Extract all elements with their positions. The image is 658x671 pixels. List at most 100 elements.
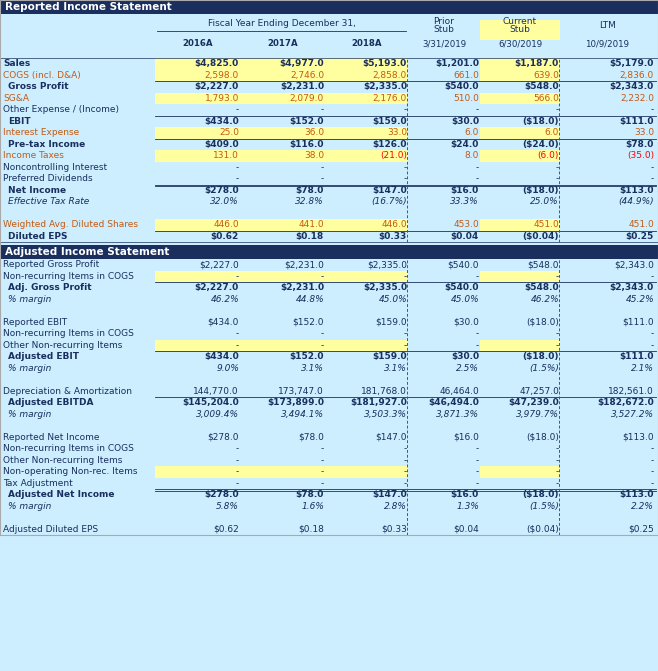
Text: 566.0: 566.0: [533, 94, 559, 103]
Text: 510.0: 510.0: [453, 94, 479, 103]
Bar: [0, 386, 658, 397]
Text: 131.0: 131.0: [213, 151, 239, 160]
Text: Noncontrolling Interest: Noncontrolling Interest: [3, 163, 107, 172]
Text: SG&A: SG&A: [3, 94, 29, 103]
Text: 46.2%: 46.2%: [530, 295, 559, 304]
Text: $2,343.0: $2,343.0: [610, 83, 654, 91]
Text: $159.0: $159.0: [372, 352, 407, 361]
Text: COGS (incl. D&A): COGS (incl. D&A): [3, 70, 81, 80]
Text: $111.0: $111.0: [622, 318, 654, 327]
Text: $126.0: $126.0: [372, 140, 407, 149]
Text: $409.0: $409.0: [205, 140, 239, 149]
Text: 2,836.0: 2,836.0: [620, 70, 654, 80]
Text: % margin: % margin: [8, 364, 51, 373]
Text: 453.0: 453.0: [453, 220, 479, 229]
Text: -: -: [236, 272, 239, 280]
Bar: [0, 81, 658, 93]
Text: $4,977.0: $4,977.0: [280, 59, 324, 68]
Bar: [240, 93, 325, 104]
Bar: [155, 340, 240, 351]
Text: -: -: [236, 478, 239, 488]
Text: -: -: [236, 105, 239, 114]
Text: 2,232.0: 2,232.0: [620, 94, 654, 103]
Bar: [0, 173, 658, 185]
Text: $0.25: $0.25: [626, 231, 654, 241]
Bar: [0, 58, 658, 70]
Text: $147.0: $147.0: [372, 186, 407, 195]
Text: $0.33: $0.33: [379, 231, 407, 241]
Text: -: -: [320, 329, 324, 338]
Text: $2,227.0: $2,227.0: [199, 260, 239, 269]
Text: -: -: [556, 444, 559, 453]
Text: Non-recurring Items in COGS: Non-recurring Items in COGS: [3, 272, 134, 280]
Text: $0.62: $0.62: [211, 231, 239, 241]
Bar: [155, 127, 240, 138]
Text: -: -: [320, 478, 324, 488]
Bar: [480, 70, 560, 81]
Text: -: -: [320, 467, 324, 476]
Text: Other Non-recurring Items: Other Non-recurring Items: [3, 456, 122, 465]
Text: 6.0: 6.0: [465, 128, 479, 138]
Text: Preferred Dividends: Preferred Dividends: [3, 174, 93, 183]
Text: $30.0: $30.0: [451, 352, 479, 361]
Text: 3.1%: 3.1%: [384, 364, 407, 373]
Text: $152.0: $152.0: [290, 352, 324, 361]
Text: Tax Adjustment: Tax Adjustment: [3, 478, 73, 488]
Bar: [0, 293, 658, 305]
Bar: [480, 270, 560, 282]
Text: -: -: [651, 329, 654, 338]
Text: -: -: [556, 478, 559, 488]
Text: 44.8%: 44.8%: [295, 295, 324, 304]
Bar: [0, 150, 658, 162]
Text: $46,494.0: $46,494.0: [428, 399, 479, 407]
Text: 10/9/2019: 10/9/2019: [586, 40, 630, 48]
Text: -: -: [651, 174, 654, 183]
Text: -: -: [556, 105, 559, 114]
Text: -: -: [404, 478, 407, 488]
Text: ($18.0): ($18.0): [522, 186, 559, 195]
Text: % margin: % margin: [8, 295, 51, 304]
Text: 1.6%: 1.6%: [301, 502, 324, 511]
Text: $16.0: $16.0: [451, 491, 479, 499]
Bar: [0, 374, 658, 386]
Text: $4,825.0: $4,825.0: [195, 59, 239, 68]
Text: Weighted Avg. Diluted Shares: Weighted Avg. Diluted Shares: [3, 220, 138, 229]
Text: 1,793.0: 1,793.0: [205, 94, 239, 103]
Text: Interest Expense: Interest Expense: [3, 128, 79, 138]
Bar: [155, 70, 240, 81]
Text: -: -: [236, 467, 239, 476]
Bar: [0, 0, 658, 535]
Text: -: -: [651, 272, 654, 280]
Text: -: -: [320, 272, 324, 280]
Text: 2,746.0: 2,746.0: [290, 70, 324, 80]
Bar: [0, 245, 658, 259]
Bar: [480, 219, 560, 231]
Text: 181,768.0: 181,768.0: [361, 386, 407, 396]
Text: $30.0: $30.0: [451, 117, 479, 125]
Text: Pre-tax Income: Pre-tax Income: [8, 140, 86, 149]
Text: Depreciation & Amortization: Depreciation & Amortization: [3, 386, 132, 396]
Text: -: -: [651, 163, 654, 172]
Bar: [240, 150, 325, 162]
Text: 2.2%: 2.2%: [631, 502, 654, 511]
Text: -: -: [556, 163, 559, 172]
Bar: [0, 282, 658, 293]
Text: Adjusted Net Income: Adjusted Net Income: [8, 491, 114, 499]
Bar: [155, 466, 240, 478]
Text: Effective Tax Rate: Effective Tax Rate: [8, 197, 89, 206]
Bar: [480, 58, 560, 70]
Text: -: -: [404, 456, 407, 465]
Bar: [325, 70, 408, 81]
Text: -: -: [404, 272, 407, 280]
Text: -: -: [651, 456, 654, 465]
Text: 2017A: 2017A: [267, 40, 298, 48]
Bar: [0, 104, 658, 115]
Bar: [0, 207, 658, 219]
Text: 1.3%: 1.3%: [456, 502, 479, 511]
Text: Current: Current: [503, 17, 537, 26]
Text: $2,231.0: $2,231.0: [280, 83, 324, 91]
Bar: [240, 270, 325, 282]
Bar: [0, 328, 658, 340]
Bar: [240, 58, 325, 70]
Text: 2018A: 2018A: [351, 40, 382, 48]
